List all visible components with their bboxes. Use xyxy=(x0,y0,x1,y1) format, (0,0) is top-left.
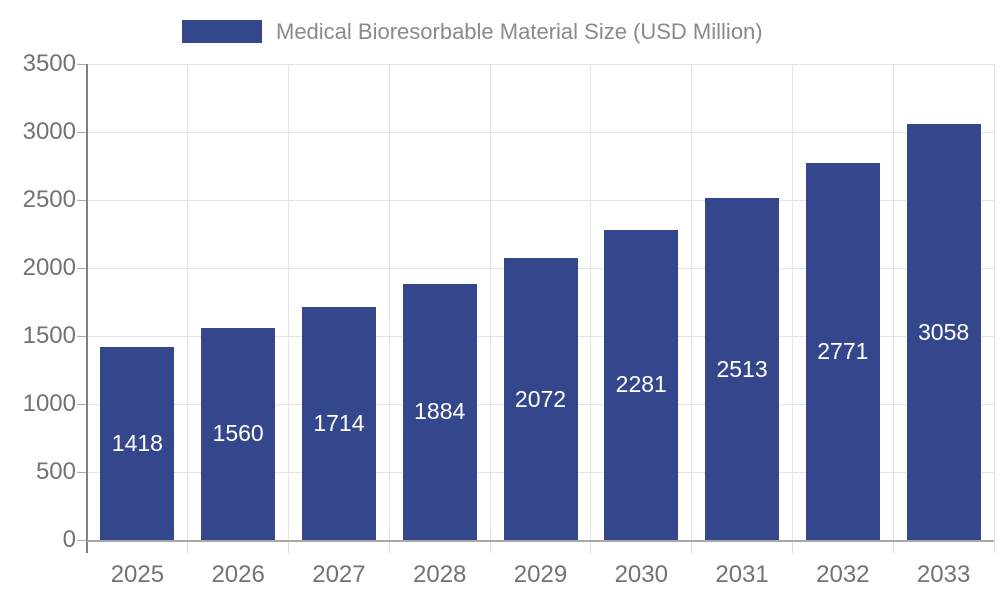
y-tick-label: 3500 xyxy=(22,50,76,77)
x-grid-line xyxy=(791,64,793,540)
y-tick-label: 2000 xyxy=(22,254,76,281)
bar-value-label: 1560 xyxy=(212,420,264,447)
bar-2026: 1560 xyxy=(201,327,276,540)
x-grid-line xyxy=(892,64,894,540)
y-grid-line xyxy=(87,63,994,65)
x-axis-tick xyxy=(388,540,390,553)
x-axis-tick xyxy=(489,540,491,553)
x-tick-label: 2030 xyxy=(614,561,668,588)
legend-swatch xyxy=(182,20,262,43)
y-axis-tick xyxy=(77,268,87,269)
x-tick-label: 2029 xyxy=(513,561,568,588)
bar-value-label: 2771 xyxy=(817,338,869,365)
x-tick-label: 2028 xyxy=(413,561,467,588)
y-tick-label: 1000 xyxy=(22,390,76,417)
x-tick-label: 2032 xyxy=(816,561,870,588)
x-grid-line xyxy=(388,64,390,540)
y-tick-label: 2500 xyxy=(22,186,76,213)
bar-2027: 1714 xyxy=(301,306,376,540)
bar-2033: 3058 xyxy=(906,124,981,540)
y-tick-label: 1500 xyxy=(22,322,76,349)
y-axis-tick xyxy=(77,472,87,473)
x-axis-line xyxy=(87,540,994,542)
x-grid-line xyxy=(993,64,995,540)
x-grid-line xyxy=(288,64,290,540)
y-axis-line xyxy=(86,64,88,553)
x-axis-tick xyxy=(892,540,894,553)
bar-2028: 1884 xyxy=(402,283,477,540)
y-axis-tick xyxy=(77,64,87,65)
y-axis-tick xyxy=(77,200,87,201)
x-grid-line xyxy=(489,64,491,540)
x-tick-label: 2033 xyxy=(916,561,971,588)
x-axis-tick xyxy=(993,540,995,553)
x-axis-tick xyxy=(791,540,793,553)
y-axis-tick xyxy=(77,540,87,541)
bar-value-label: 2513 xyxy=(716,355,768,382)
y-grid-line xyxy=(87,131,994,133)
y-tick-label: 500 xyxy=(35,458,76,485)
bar-value-label: 3058 xyxy=(918,318,970,345)
chart-legend: Medical Bioresorbable Material Size (USD… xyxy=(182,18,763,44)
bar-2032: 2771 xyxy=(805,163,880,540)
x-tick-label: 2027 xyxy=(312,561,366,588)
y-axis-tick xyxy=(77,336,87,337)
x-tick-label: 2025 xyxy=(110,561,165,588)
bar-value-label: 1884 xyxy=(414,398,466,425)
x-grid-line xyxy=(590,64,592,540)
x-axis-tick xyxy=(288,540,290,553)
x-axis-tick xyxy=(691,540,693,553)
bar-2031: 2513 xyxy=(705,198,780,540)
bar-value-label: 1714 xyxy=(313,409,365,436)
x-axis-tick xyxy=(187,540,189,553)
y-axis-tick xyxy=(77,404,87,405)
bar-2029: 2072 xyxy=(503,258,578,540)
x-grid-line xyxy=(691,64,693,540)
y-tick-label: 3000 xyxy=(22,118,76,145)
bar-value-label: 1418 xyxy=(111,430,163,457)
x-tick-label: 2026 xyxy=(211,561,265,588)
y-tick-label: 0 xyxy=(62,526,76,553)
bar-value-label: 2281 xyxy=(615,371,667,398)
chart-title: Medical Bioresorbable Material Size (USD… xyxy=(276,18,763,44)
y-axis-tick xyxy=(77,132,87,133)
x-axis-tick xyxy=(590,540,592,553)
x-tick-label: 2031 xyxy=(715,561,769,588)
x-grid-line xyxy=(187,64,189,540)
y-grid-line xyxy=(87,199,994,201)
bar-2030: 2281 xyxy=(604,229,679,540)
bar-2025: 1418 xyxy=(100,347,175,540)
bar-value-label: 2072 xyxy=(514,385,567,412)
